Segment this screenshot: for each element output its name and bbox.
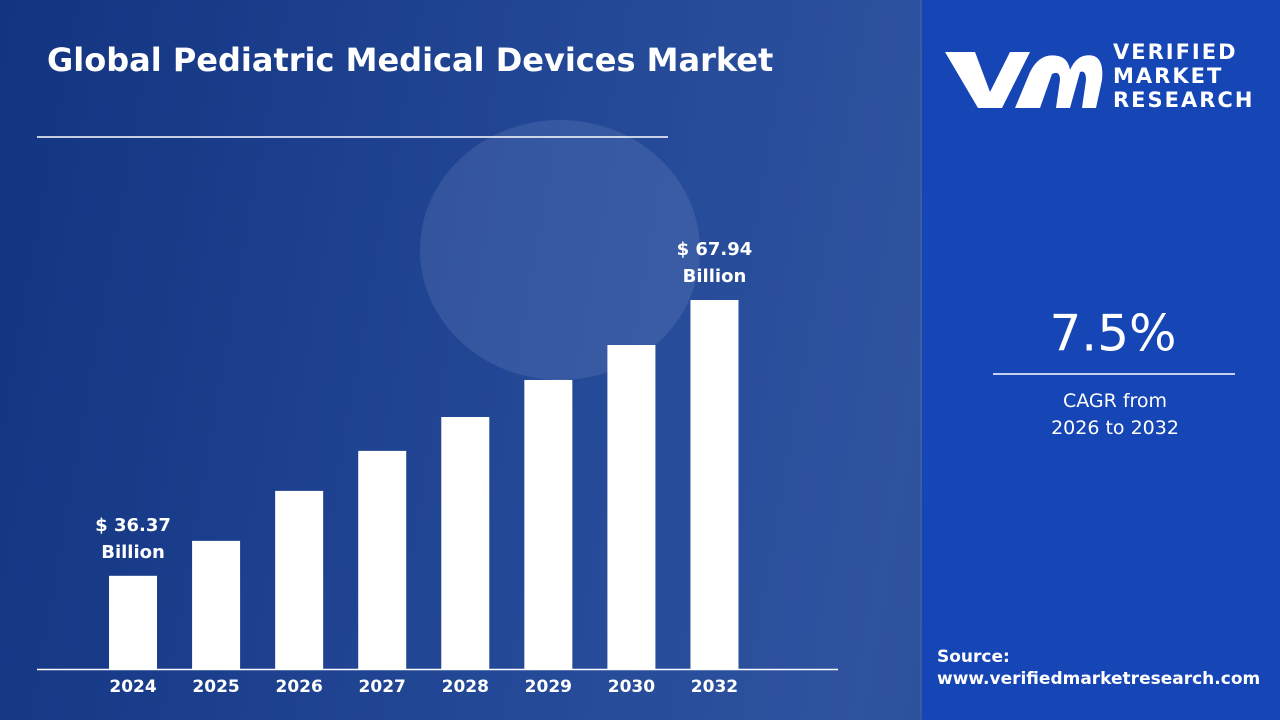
cagr-value: 7.5% xyxy=(1049,305,1176,363)
brand-line: VERIFIED xyxy=(1113,40,1238,64)
bar xyxy=(524,379,573,669)
x-tick-label: 2027 xyxy=(359,677,406,697)
logo-v xyxy=(945,52,1030,108)
bar xyxy=(441,416,490,669)
x-tick-label: 2032 xyxy=(691,677,738,697)
brand-line: RESEARCH xyxy=(1113,88,1254,112)
chart-title: Global Pediatric Medical Devices Market xyxy=(47,41,773,79)
x-tick-label: 2028 xyxy=(442,677,489,697)
photo-shape xyxy=(420,120,700,380)
source-url: www.verifiedmarketresearch.com xyxy=(937,669,1260,689)
bar xyxy=(109,575,158,669)
bar xyxy=(275,490,324,669)
source-label: Source: xyxy=(937,647,1010,667)
bar xyxy=(607,345,656,669)
bar xyxy=(358,450,407,669)
bar xyxy=(690,300,739,669)
x-tick-label: 2026 xyxy=(275,677,322,697)
x-tick-label: 2025 xyxy=(192,677,239,697)
cagr-caption: CAGR from 2026 to 2032 xyxy=(1051,390,1179,439)
brand-line: MARKET xyxy=(1113,64,1223,88)
value-label: $ 36.37 Billion xyxy=(95,514,171,563)
x-tick-label: 2029 xyxy=(525,677,572,697)
logo-m xyxy=(1015,55,1103,108)
value-label: $ 67.94 Billion xyxy=(676,239,753,288)
side-panel xyxy=(922,0,1280,720)
x-tick-label: 2024 xyxy=(109,677,156,697)
bar xyxy=(192,540,241,669)
x-tick-label: 2030 xyxy=(608,677,655,697)
